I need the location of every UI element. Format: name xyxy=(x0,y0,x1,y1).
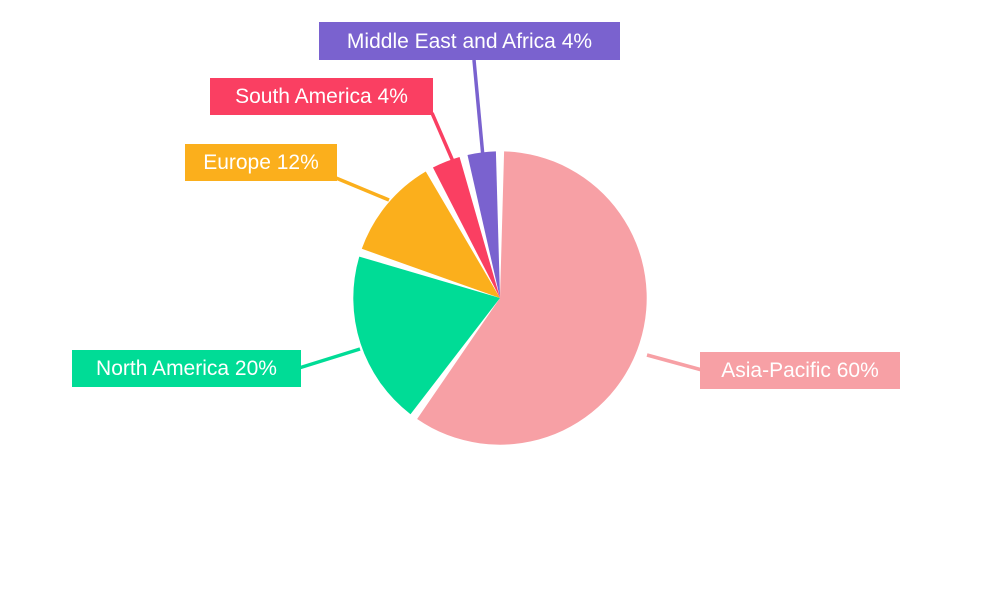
pie-label-asia-pacific[interactable]: Asia-Pacific 60% xyxy=(700,352,900,389)
leader-line-south-america xyxy=(430,112,457,167)
pie-label-middle-east-africa[interactable]: Middle East and Africa 4% xyxy=(319,22,620,60)
leader-lines xyxy=(298,59,703,372)
leader-line-europe xyxy=(335,176,390,202)
pie-slice-middle-east-africa[interactable] xyxy=(467,151,501,298)
pie-slice-europe[interactable] xyxy=(361,171,500,298)
leader-line-north-america xyxy=(298,347,361,370)
pie-slice-north-america[interactable] xyxy=(353,256,500,415)
pie-slice-asia-pacific[interactable] xyxy=(417,151,647,445)
pie-label-north-america[interactable]: North America 20% xyxy=(72,350,301,387)
pie-label-europe[interactable]: Europe 12% xyxy=(185,144,337,181)
pie-slice-south-america[interactable] xyxy=(432,156,500,298)
pie-label-south-america[interactable]: South America 4% xyxy=(210,78,433,115)
leader-line-asia-pacific xyxy=(646,353,703,372)
leader-line-middle-east-africa xyxy=(472,59,485,158)
pie-slices xyxy=(353,151,647,445)
